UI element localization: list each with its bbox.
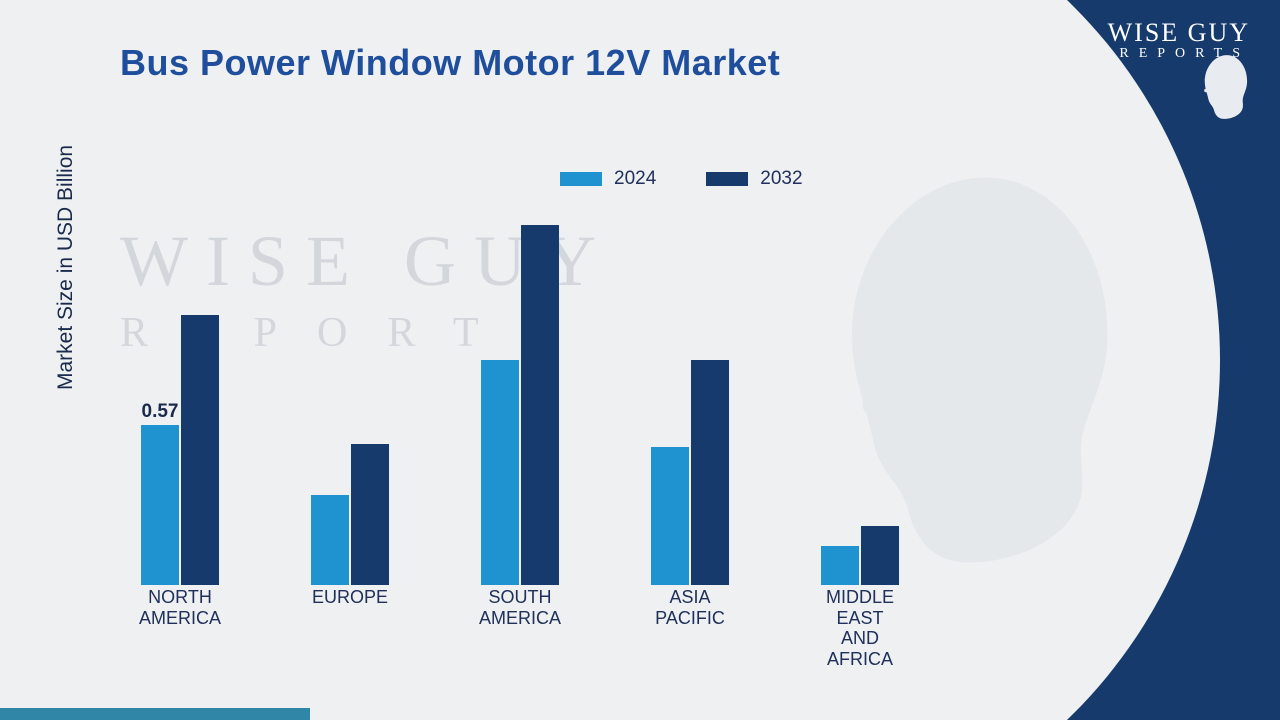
legend-item-2032: 2032 <box>706 168 802 190</box>
legend-swatch-2024 <box>560 172 602 186</box>
brand-line1: WISE GUY <box>1108 18 1250 48</box>
y-axis-label: Market Size in USD Billion <box>54 145 78 390</box>
bar-group <box>651 360 729 585</box>
category-label: ASIAPACIFIC <box>620 587 760 628</box>
bar-2024 <box>481 360 519 585</box>
bar-2032 <box>861 526 899 585</box>
bar-2032 <box>351 444 389 585</box>
bar-group <box>141 315 219 585</box>
chart-title: Bus Power Window Motor 12V Market <box>120 42 780 84</box>
bar-group <box>821 526 899 585</box>
category-label: SOUTHAMERICA <box>450 587 590 628</box>
brand-head-icon <box>1192 52 1250 122</box>
bar-2032 <box>521 225 559 585</box>
bar-2032 <box>181 315 219 585</box>
legend-label-2032: 2032 <box>760 168 802 190</box>
bar-2032 <box>691 360 729 585</box>
legend-swatch-2032 <box>706 172 748 186</box>
legend: 2024 2032 <box>560 168 803 190</box>
bottom-accent-bar <box>0 708 310 720</box>
brand-block: WISE GUY REPORTS <box>1108 18 1250 62</box>
category-label: EUROPE <box>280 587 420 608</box>
chart-canvas: WISE GUY REPORTS Bus Power Window Motor … <box>0 0 1280 720</box>
bar-2024 <box>821 546 859 585</box>
bar-group <box>311 444 389 585</box>
category-label: MIDDLEEASTANDAFRICA <box>790 587 930 670</box>
bar-2024 <box>651 447 689 585</box>
bar-2024 <box>141 425 179 585</box>
category-label: NORTHAMERICA <box>110 587 250 628</box>
plot-area: 0.57NORTHAMERICAEUROPESOUTHAMERICAASIAPA… <box>100 205 1000 585</box>
bar-value-label: 0.57 <box>142 401 179 423</box>
legend-item-2024: 2024 <box>560 168 656 190</box>
legend-label-2024: 2024 <box>614 168 656 190</box>
bar-group <box>481 225 559 585</box>
bar-2024 <box>311 495 349 585</box>
